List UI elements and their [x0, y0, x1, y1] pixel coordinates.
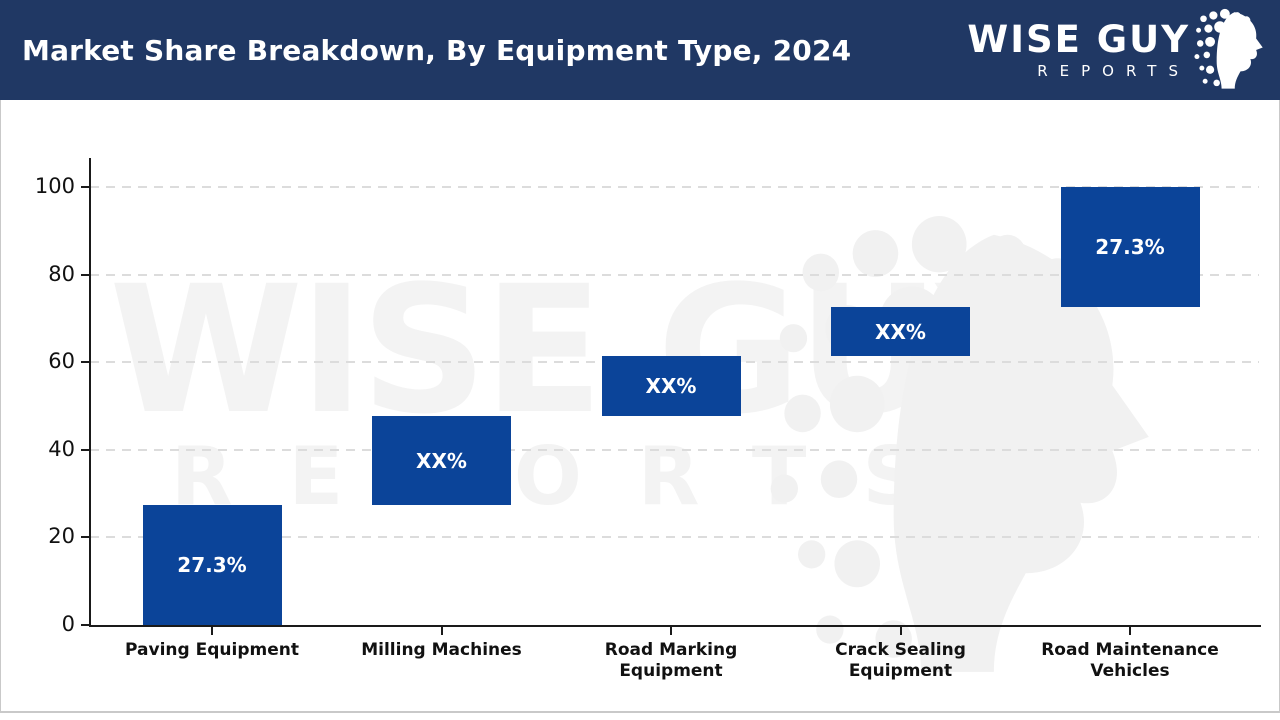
bar-segment: XX% [601, 356, 741, 417]
y-axis-line [89, 158, 91, 627]
logo-wordmark-line2: REPORTS [1037, 61, 1190, 80]
y-tick-mark [81, 536, 90, 539]
bar-value-label: XX% [416, 448, 467, 473]
y-tick-label: 80 [48, 261, 75, 286]
y-tick-label: 100 [34, 174, 75, 198]
x-category-label: Crack Sealing Equipment [835, 640, 966, 681]
y-tick-mark [81, 186, 90, 188]
y-tick-label: 20 [48, 524, 75, 549]
chart-area: WISE GUY REPORTS 0 20 40 60 80 100 27.3% Paving… [0, 100, 1280, 713]
y-tick-mark [81, 448, 90, 451]
gridline-80 [90, 273, 1259, 276]
watermark-text-reports: REPORTS [171, 430, 977, 523]
x-tick-mark [440, 627, 443, 635]
y-tick-mark [81, 273, 90, 276]
bar-segment: 27.3% [1060, 187, 1200, 307]
x-category-label: Road Maintenance Vehicles [1041, 640, 1219, 681]
y-tick-mark [81, 624, 90, 626]
brand-logo: WISE GUY REPORTS [967, 6, 1266, 94]
header-bar: Market Share Breakdown, By Equipment Typ… [0, 0, 1280, 100]
gridline-100 [90, 186, 1259, 188]
dotted-head-icon [1194, 8, 1263, 89]
y-tick-label: 40 [48, 436, 75, 461]
gridline-20 [90, 536, 1259, 539]
x-axis-line [89, 625, 1261, 627]
bar-value-label: XX% [875, 319, 926, 344]
bar-value-label: 27.3% [1095, 234, 1165, 259]
bar-value-label: 27.3% [177, 553, 247, 578]
page-title: Market Share Breakdown, By Equipment Typ… [22, 33, 852, 67]
logo-wordmark-line1: WISE GUY [967, 17, 1190, 61]
x-tick-mark [899, 627, 902, 635]
x-category-label: Road Marking Equipment [604, 640, 738, 681]
bar-segment: XX% [372, 416, 511, 506]
y-tick-label: 0 [61, 612, 75, 636]
bar-segment: 27.3% [142, 505, 282, 625]
bar-value-label: XX% [645, 374, 697, 399]
y-tick-mark [81, 361, 90, 364]
y-tick-label: 60 [48, 349, 75, 374]
x-tick-mark [670, 627, 672, 635]
x-category-label: Milling Machines [361, 640, 522, 660]
logo-wordmark: WISE GUY REPORTS [967, 17, 1190, 80]
bar-segment: XX% [831, 307, 970, 357]
x-tick-mark [1129, 627, 1131, 635]
x-category-label: Paving Equipment [125, 640, 299, 660]
x-tick-mark [211, 627, 213, 635]
gridline-40 [90, 448, 1259, 451]
